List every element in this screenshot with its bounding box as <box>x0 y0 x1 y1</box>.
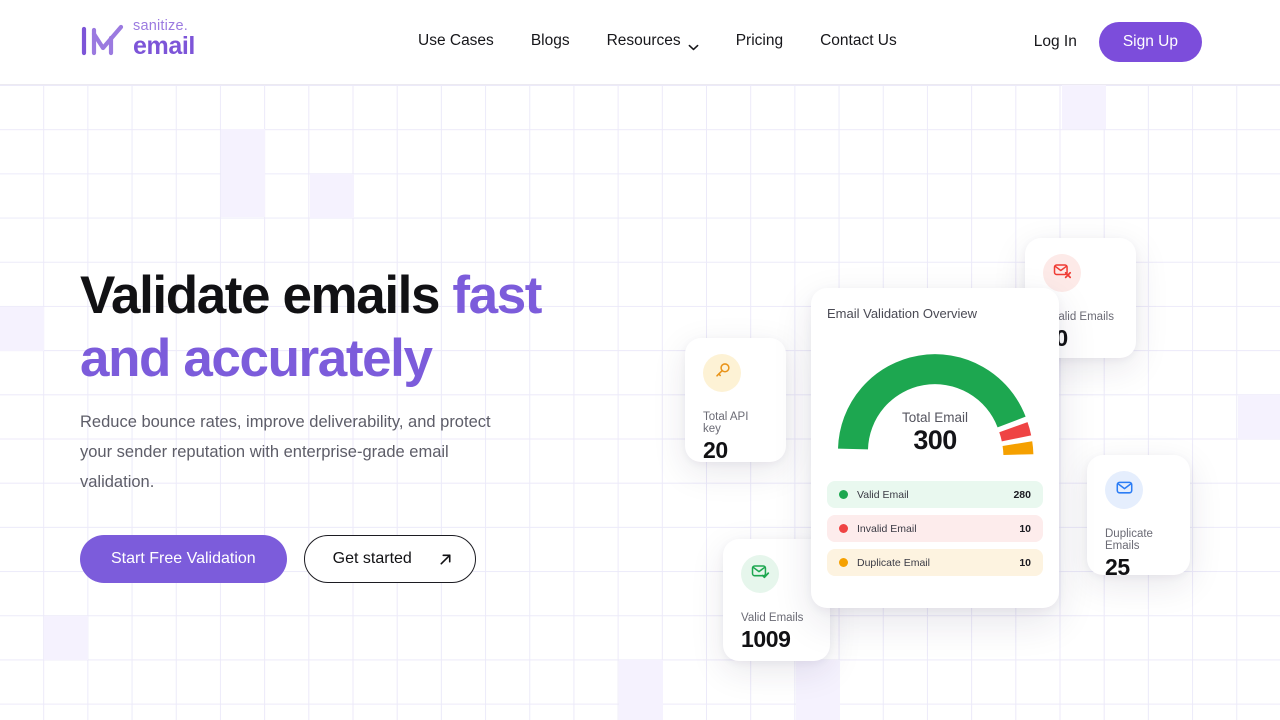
legend-row-invalid-email[interactable]: Invalid Email 10 <box>827 515 1043 542</box>
stat-value: 20 <box>703 437 728 463</box>
envelope-x-icon-wrapper <box>1043 254 1081 292</box>
logo-wordmark-top: sanitize. <box>133 18 188 34</box>
stat-label: Duplicate Emails <box>1105 528 1153 552</box>
main-navigation: Use Cases Blogs Resources Pricing Contac… <box>418 28 897 54</box>
start-free-validation-button[interactable]: Start Free Validation <box>80 535 287 584</box>
hero-section: Validate emails fast and accurately Reduc… <box>80 265 640 584</box>
nav-label: Blogs <box>530 32 570 49</box>
grid-highlight-cell <box>619 660 663 720</box>
headline-plain: Validate emails <box>80 266 453 325</box>
envelope-check-icon <box>750 562 771 586</box>
auth-actions: Log In Sign Up <box>1034 22 1202 62</box>
legend-row-duplicate-email[interactable]: Duplicate Email 10 <box>827 549 1043 576</box>
get-started-button[interactable]: Get started <box>303 535 476 584</box>
arrow-up-right-icon <box>438 552 453 567</box>
chevron-down-icon <box>688 38 699 50</box>
stat-value: 25 <box>1105 554 1130 580</box>
gauge-center-labels: Total Email 300 <box>827 410 1043 455</box>
grid-highlight-cell <box>1238 395 1280 439</box>
stat-card-duplicate-emails[interactable]: Duplicate Emails 25 <box>1087 455 1190 580</box>
sign-up-button[interactable]: Sign Up <box>1098 22 1202 62</box>
legend-value: 280 <box>1013 488 1031 501</box>
nav-label: Pricing <box>735 32 784 49</box>
stat-label: Total API key <box>703 411 749 435</box>
key-icon <box>713 361 732 385</box>
email-validation-overview-panel: Email Validation Overview Total Email 30… <box>811 288 1059 608</box>
envelope-check-icon-wrapper <box>741 555 779 593</box>
stat-label: Valid Emails <box>741 612 804 624</box>
hero-subtitle: Reduce bounce rates, improve deliverabil… <box>80 413 491 492</box>
legend-dot-orange-icon <box>839 558 848 567</box>
brand-logo[interactable]: sanitize. email <box>80 19 195 58</box>
grid-highlight-cell <box>221 129 265 217</box>
login-link[interactable]: Log In <box>1033 33 1077 50</box>
legend-label: Valid Email <box>857 488 909 501</box>
nav-item-blogs[interactable]: Blogs <box>531 28 570 54</box>
legend-value: 10 <box>1019 556 1031 569</box>
gauge-total-value: 300 <box>913 424 957 455</box>
legend-dot-red-icon <box>839 524 848 533</box>
gauge-svg <box>838 354 1034 456</box>
stat-card-total-api-key[interactable]: Total API key 20 <box>685 338 786 463</box>
grid-highlight-cell <box>0 307 44 351</box>
legend-label: Duplicate Email <box>857 556 930 569</box>
get-started-label: Get started <box>332 550 412 568</box>
headline-accent-fast: fast <box>452 266 542 325</box>
envelope-icon <box>1115 478 1134 502</box>
legend-row-valid-email[interactable]: Valid Email 280 <box>827 481 1043 508</box>
grid-background <box>0 85 1280 720</box>
validation-gauge-chart: Total Email 300 <box>827 339 1043 457</box>
legend-dot-green-icon <box>839 490 848 499</box>
grid-highlight-cell <box>1062 85 1106 129</box>
grid-highlight-cell <box>310 174 354 218</box>
grid-highlight-cell <box>44 616 88 660</box>
nav-label: Use Cases <box>418 32 494 49</box>
nav-label: Contact Us <box>820 32 897 49</box>
nav-item-contact-us[interactable]: Contact Us <box>820 28 897 54</box>
nav-label: Resources <box>606 32 681 49</box>
site-header: sanitize. email Use Cases Blogs Resource… <box>0 0 1280 85</box>
key-icon-wrapper <box>703 354 741 392</box>
stat-label: Invalid Emails <box>1043 311 1114 323</box>
hero-cta-group: Start Free Validation Get started <box>80 535 640 584</box>
validation-legend: Valid Email 280 Invalid Email 10 Duplica… <box>827 481 1043 576</box>
logo-wordmark-bottom: email <box>133 31 195 60</box>
envelope-x-icon <box>1052 261 1073 285</box>
gauge-caption: Total Email <box>901 409 969 425</box>
panel-title: Email Validation Overview <box>827 306 978 321</box>
nav-item-resources[interactable]: Resources <box>607 28 699 54</box>
grid-highlight-cell <box>796 660 840 720</box>
headline-accent-accurately: and accurately <box>80 328 433 388</box>
legend-value: 10 <box>1019 522 1031 535</box>
envelope-icon-wrapper <box>1105 471 1143 509</box>
nav-item-pricing[interactable]: Pricing <box>736 28 783 54</box>
check-envelope-logo-icon <box>80 24 126 58</box>
stat-value: 1009 <box>741 626 791 652</box>
page-title: Validate emails fast and accurately <box>80 265 640 390</box>
nav-item-use-cases[interactable]: Use Cases <box>418 28 494 54</box>
legend-label: Invalid Email <box>857 522 917 535</box>
